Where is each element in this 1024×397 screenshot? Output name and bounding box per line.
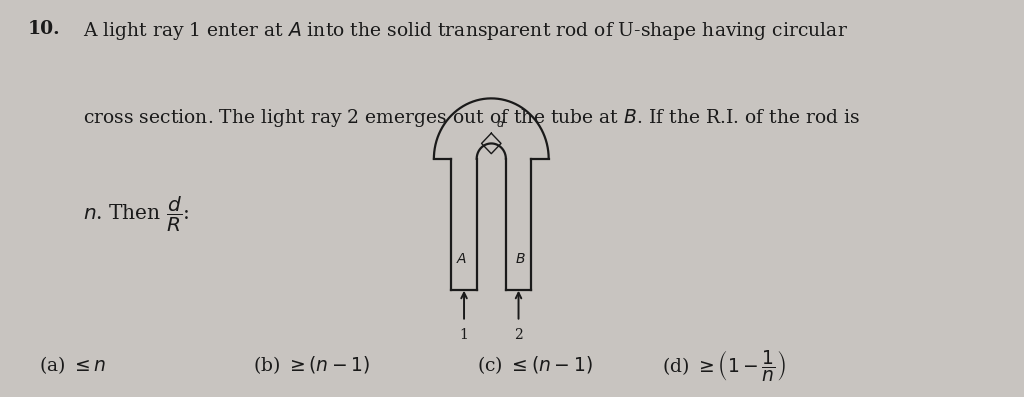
Text: (c) $\leq (n-1)$: (c) $\leq (n-1)$	[477, 354, 593, 376]
Text: (b) $\geq (n-1)$: (b) $\geq (n-1)$	[253, 354, 371, 376]
Text: $d$: $d$	[497, 117, 505, 129]
Text: 2: 2	[514, 328, 523, 341]
Text: 10.: 10.	[28, 20, 59, 38]
Text: $A$: $A$	[457, 252, 468, 266]
Text: A light ray 1 enter at $A$ into the solid transparent rod of U-shape having circ: A light ray 1 enter at $A$ into the soli…	[83, 20, 848, 42]
Text: $B$: $B$	[515, 252, 525, 266]
Text: (d) $\geq \left(1-\dfrac{1}{n}\right)$: (d) $\geq \left(1-\dfrac{1}{n}\right)$	[662, 348, 785, 383]
Text: cross section. The light ray 2 emerges out of the tube at $B$. If the R.I. of th: cross section. The light ray 2 emerges o…	[83, 107, 860, 129]
Text: $n$. Then $\dfrac{d}{R}$:: $n$. Then $\dfrac{d}{R}$:	[83, 195, 189, 234]
Text: (a) $\leq n$: (a) $\leq n$	[39, 354, 106, 376]
Text: 1: 1	[460, 328, 469, 341]
